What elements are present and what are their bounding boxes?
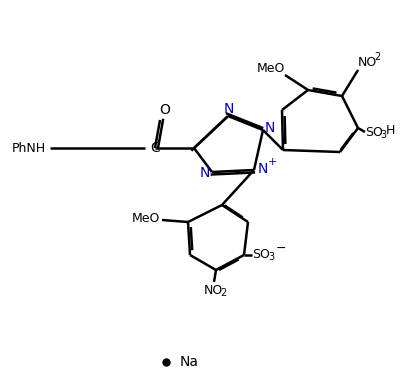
Text: SO: SO (252, 248, 270, 260)
Text: MeO: MeO (132, 212, 160, 224)
Text: N: N (265, 121, 275, 135)
Text: PhNH: PhNH (12, 142, 46, 154)
Text: O: O (160, 103, 170, 117)
Text: SO: SO (365, 126, 383, 138)
Text: Na: Na (180, 355, 199, 369)
Text: H: H (386, 124, 395, 136)
Text: N: N (200, 166, 210, 180)
Text: 2: 2 (374, 52, 380, 62)
Text: NO: NO (204, 283, 223, 296)
Text: N: N (258, 162, 268, 176)
Text: 3: 3 (268, 252, 274, 262)
Text: 2: 2 (220, 288, 226, 298)
Text: C: C (150, 141, 160, 155)
Text: 3: 3 (380, 130, 386, 140)
Text: NO: NO (358, 56, 377, 68)
Text: MeO: MeO (257, 61, 285, 75)
Text: +: + (267, 157, 277, 167)
Text: N: N (224, 102, 234, 116)
Text: −: − (276, 242, 287, 255)
